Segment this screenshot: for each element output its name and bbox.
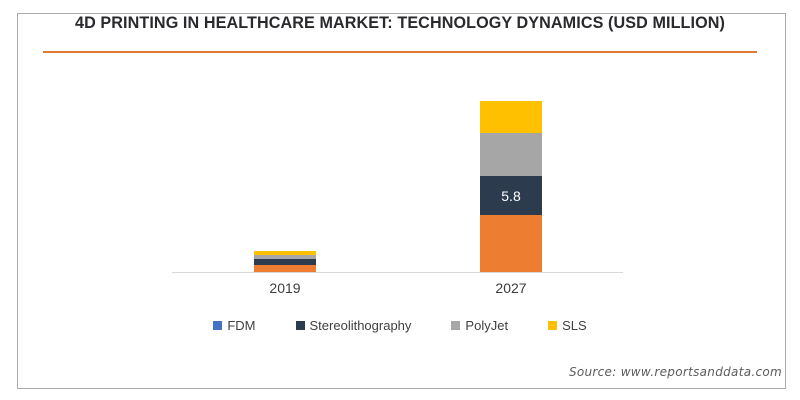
- legend-item-sls: SLS: [548, 318, 587, 333]
- legend-label-sls: SLS: [562, 318, 587, 333]
- chart-title: 4D PRINTING IN HEALTHCARE MARKET: TECHNO…: [75, 13, 725, 32]
- title-underline: [43, 51, 757, 53]
- stacked-bar-2019: [254, 251, 316, 272]
- bar-segment-stereolithography-2027: 5.8: [480, 176, 542, 215]
- bar-segment-sls-2019: [254, 251, 316, 256]
- legend-swatch-stereolithography: [295, 321, 305, 330]
- bar-segment-stereolithography-2019: [254, 259, 316, 265]
- bar-segment-fdm-2027: [480, 214, 542, 272]
- legend-item-fdm: FDM: [213, 318, 256, 333]
- data-label-stereolithography-2027: 5.8: [501, 187, 521, 204]
- x-axis-line: [172, 272, 623, 273]
- plot-area: 2019 5.8 2027: [172, 95, 623, 296]
- bar-segment-fdm-2019: [254, 264, 316, 272]
- legend-swatch-sls: [548, 321, 558, 330]
- legend-label-fdm: FDM: [227, 318, 256, 333]
- legend-item-polyjet: PolyJet: [451, 318, 508, 333]
- x-tick-label-2027: 2027: [495, 280, 527, 296]
- x-tick-label-2019: 2019: [269, 280, 301, 296]
- legend: FDM Stereolithography PolyJet SLS: [0, 318, 800, 333]
- bar-segment-sls-2027: [480, 101, 542, 133]
- source-attribution: Source: www.reportsanddata.com: [568, 365, 782, 379]
- legend-label-stereolithography: Stereolithography: [309, 318, 412, 333]
- bar-segment-polyjet-2027: [480, 132, 542, 177]
- legend-swatch-fdm: [213, 321, 223, 330]
- legend-item-stereolithography: Stereolithography: [295, 318, 412, 333]
- chart-frame: [17, 13, 786, 389]
- stacked-bar-2027: 5.8: [480, 101, 542, 272]
- legend-swatch-polyjet: [451, 321, 461, 330]
- legend-label-polyjet: PolyJet: [465, 318, 509, 333]
- bar-segment-polyjet-2019: [254, 255, 316, 260]
